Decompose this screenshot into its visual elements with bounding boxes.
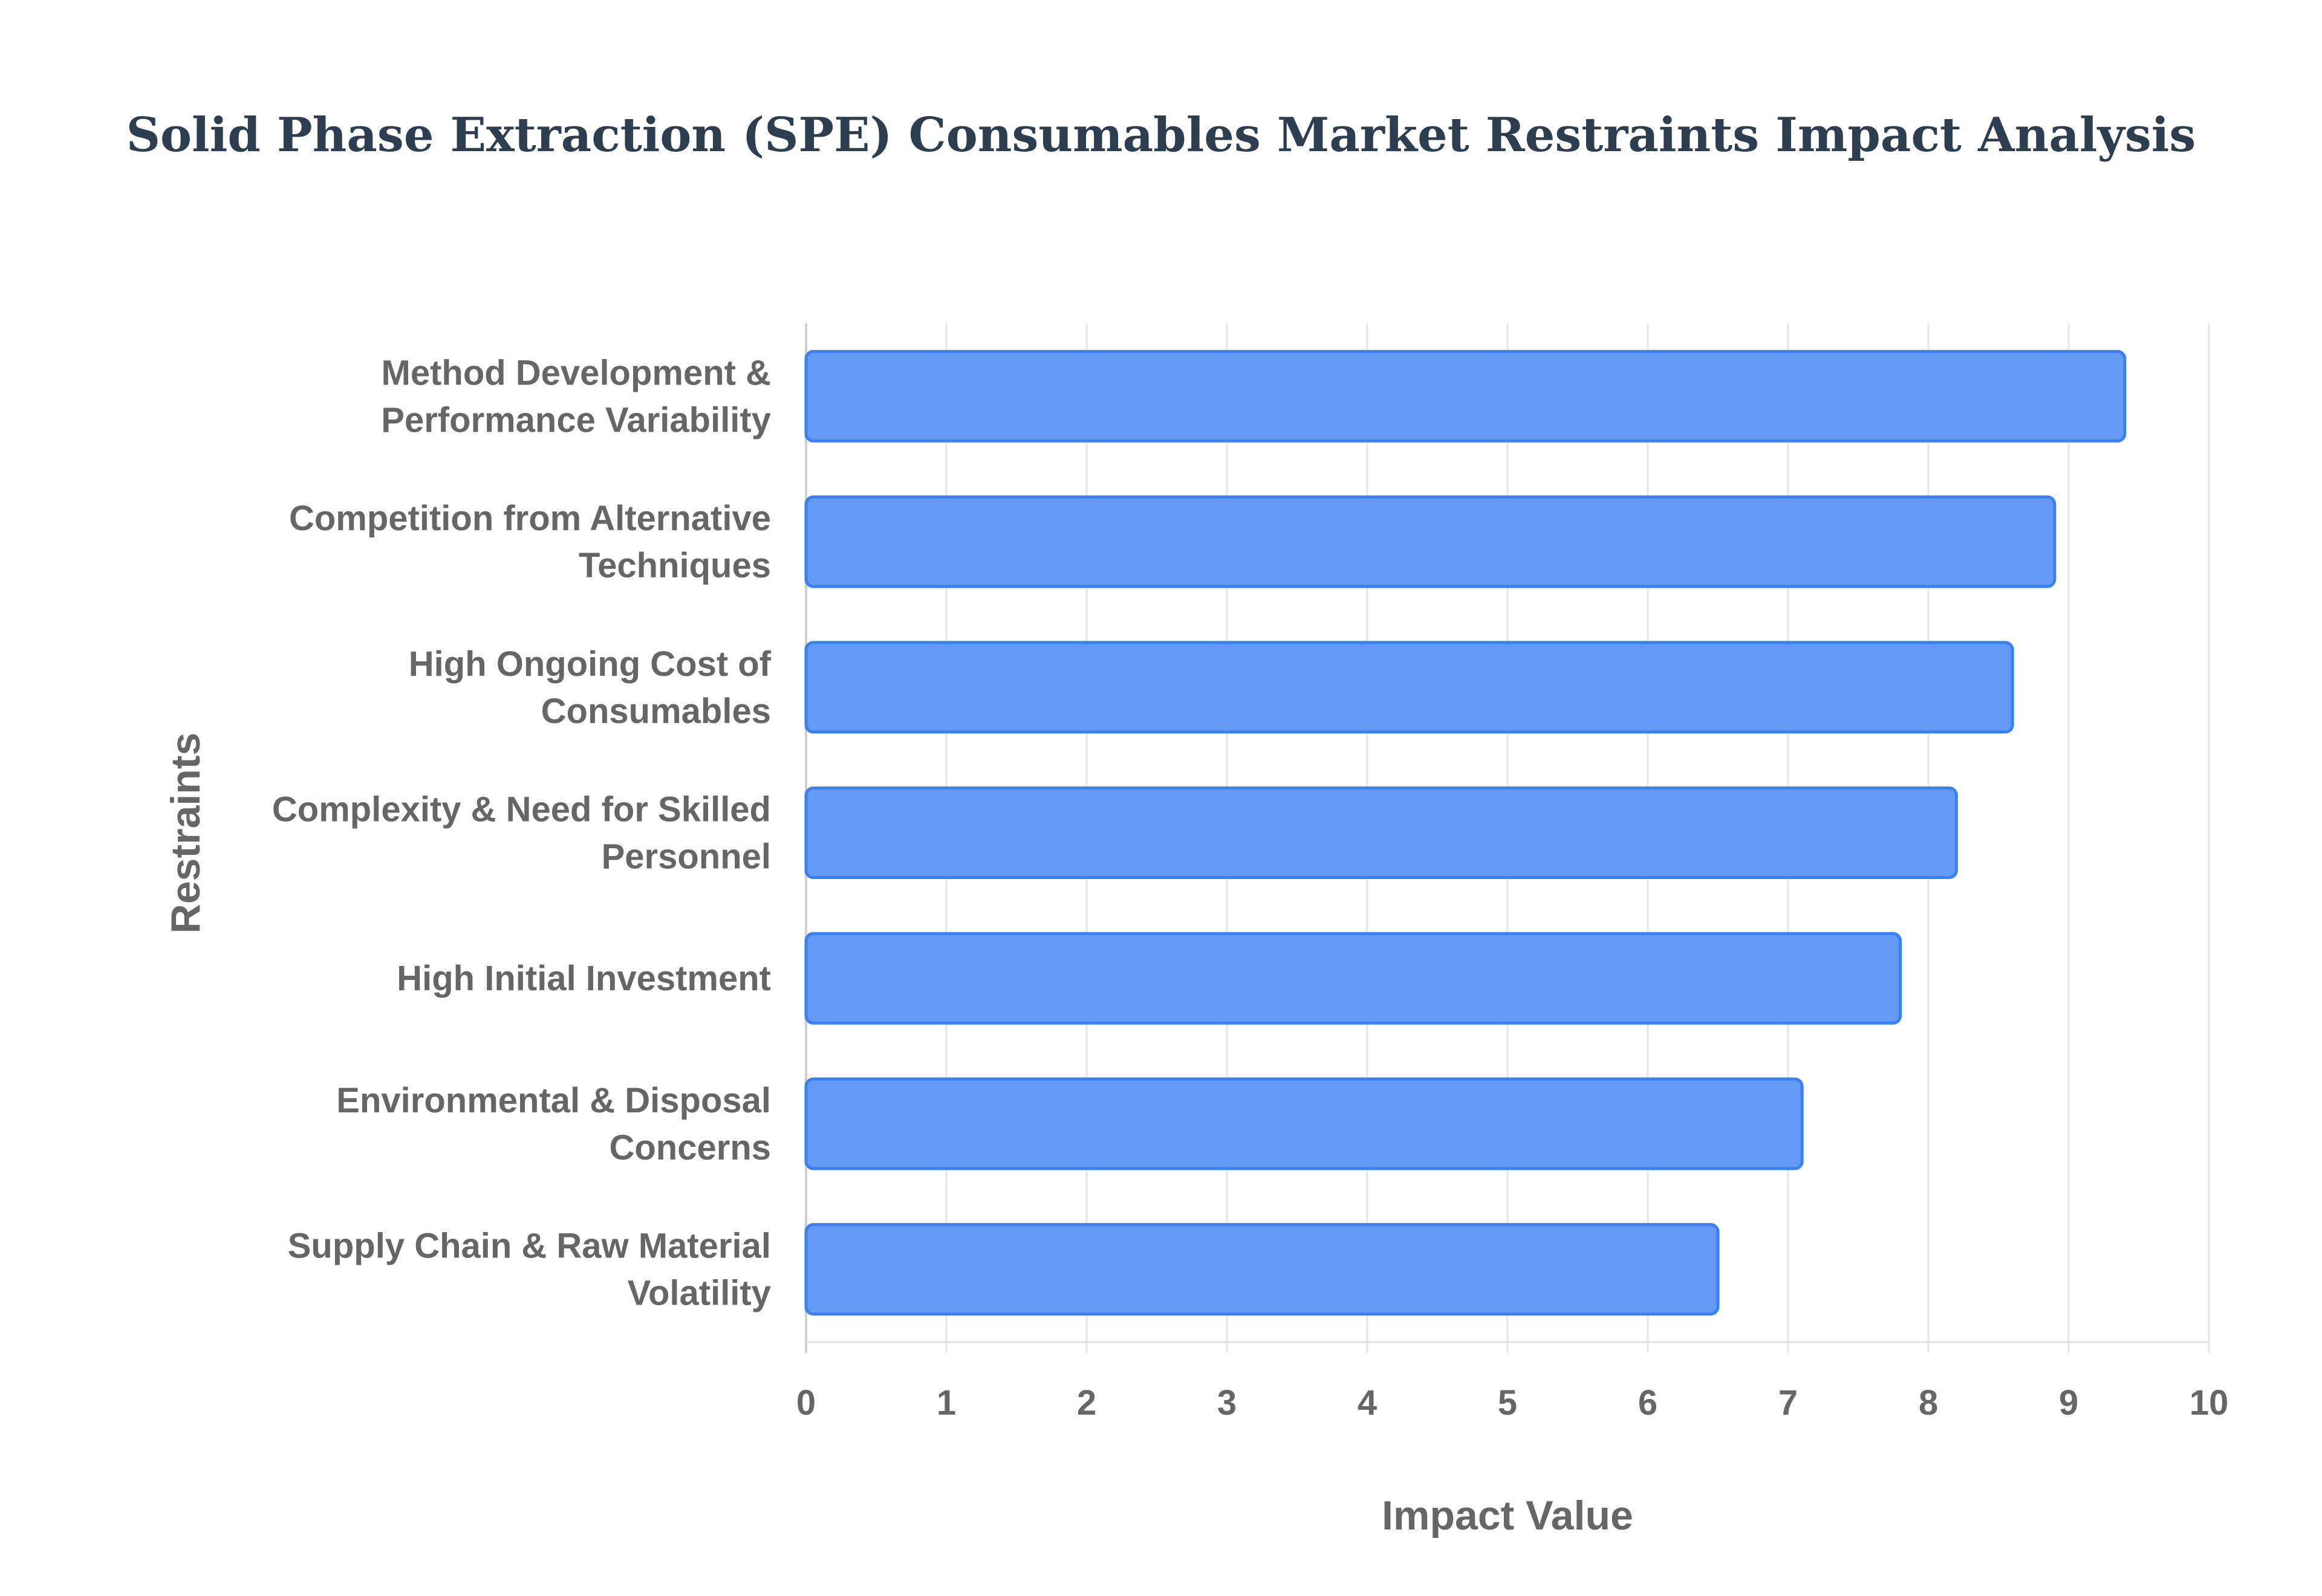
y-axis-title: Restraints	[163, 733, 209, 934]
bar	[804, 495, 2057, 588]
bar	[804, 349, 2127, 443]
bar	[804, 932, 1902, 1025]
y-category-label: Techniques	[579, 546, 771, 585]
x-tick-label: 7	[1778, 1383, 1798, 1422]
x-axis-title: Impact Value	[1382, 1493, 1633, 1539]
bar	[804, 1223, 1720, 1316]
x-tick-label: 4	[1358, 1383, 1377, 1422]
y-category-label: Consumables	[541, 692, 771, 731]
bar	[804, 641, 2014, 734]
x-tick-label: 3	[1217, 1383, 1237, 1422]
bar	[804, 1077, 1804, 1170]
y-category-label: High Ongoing Cost of	[409, 644, 772, 684]
x-tick-label: 8	[1919, 1383, 1938, 1422]
x-tick-label: 9	[2059, 1383, 2078, 1422]
x-tick-label: 2	[1077, 1383, 1096, 1422]
x-tick-label: 0	[796, 1383, 816, 1422]
y-category-label: Volatility	[628, 1274, 771, 1313]
y-category-label: Environmental & Disposal	[336, 1081, 771, 1120]
x-tick-label: 5	[1498, 1383, 1517, 1422]
y-category-label: Competition from Alternative	[289, 499, 771, 538]
x-tick-label: 6	[1638, 1383, 1657, 1422]
bar	[804, 786, 1958, 880]
x-tick-label: 10	[2190, 1383, 2229, 1422]
y-category-label: High Initial Investment	[397, 959, 771, 998]
y-category-label: Personnel	[602, 837, 771, 877]
chart-title: Solid Phase Extraction (SPE) Consumables…	[126, 108, 2196, 163]
x-tick-label: 1	[937, 1383, 956, 1422]
y-category-label: Method Development &	[382, 353, 772, 392]
y-category-label: Complexity & Need for Skilled	[272, 790, 771, 829]
y-category-label: Concerns	[609, 1128, 771, 1167]
y-category-label: Supply Chain & Raw Material	[288, 1227, 771, 1266]
y-category-label: Performance Variability	[381, 400, 771, 440]
